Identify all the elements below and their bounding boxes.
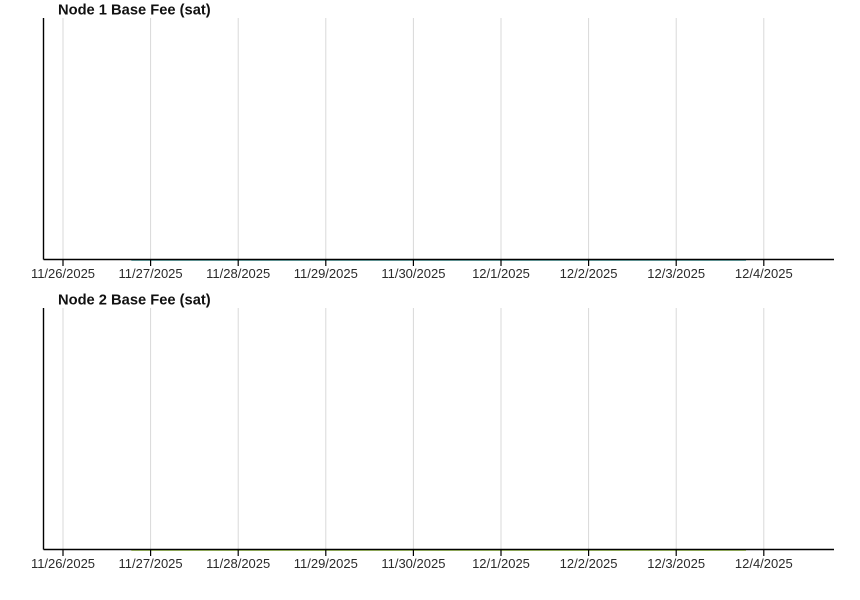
- svg-text:12/4/2025: 12/4/2025: [735, 266, 793, 281]
- svg-text:11/26/2025: 11/26/2025: [31, 556, 95, 571]
- svg-text:12/3/2025: 12/3/2025: [647, 556, 705, 571]
- svg-text:12/4/2025: 12/4/2025: [735, 556, 793, 571]
- svg-text:11/28/2025: 11/28/2025: [206, 266, 270, 281]
- svg-text:11/28/2025: 11/28/2025: [206, 556, 270, 571]
- svg-text:12/2/2025: 12/2/2025: [560, 266, 618, 281]
- svg-text:11/29/2025: 11/29/2025: [294, 556, 358, 571]
- svg-text:Node 2 Base Fee (sat): Node 2 Base Fee (sat): [58, 293, 211, 309]
- svg-text:12/3/2025: 12/3/2025: [647, 266, 705, 281]
- svg-text:11/29/2025: 11/29/2025: [294, 266, 358, 281]
- svg-text:11/27/2025: 11/27/2025: [119, 556, 183, 571]
- svg-text:12/1/2025: 12/1/2025: [472, 556, 530, 571]
- svg-text:11/26/2025: 11/26/2025: [31, 266, 95, 281]
- svg-text:12/2/2025: 12/2/2025: [560, 556, 618, 571]
- svg-text:11/30/2025: 11/30/2025: [381, 266, 445, 281]
- svg-text:11/27/2025: 11/27/2025: [119, 266, 183, 281]
- svg-text:11/30/2025: 11/30/2025: [381, 556, 445, 571]
- svg-text:Node 1 Base Fee (sat): Node 1 Base Fee (sat): [58, 3, 211, 19]
- svg-text:12/1/2025: 12/1/2025: [472, 266, 530, 281]
